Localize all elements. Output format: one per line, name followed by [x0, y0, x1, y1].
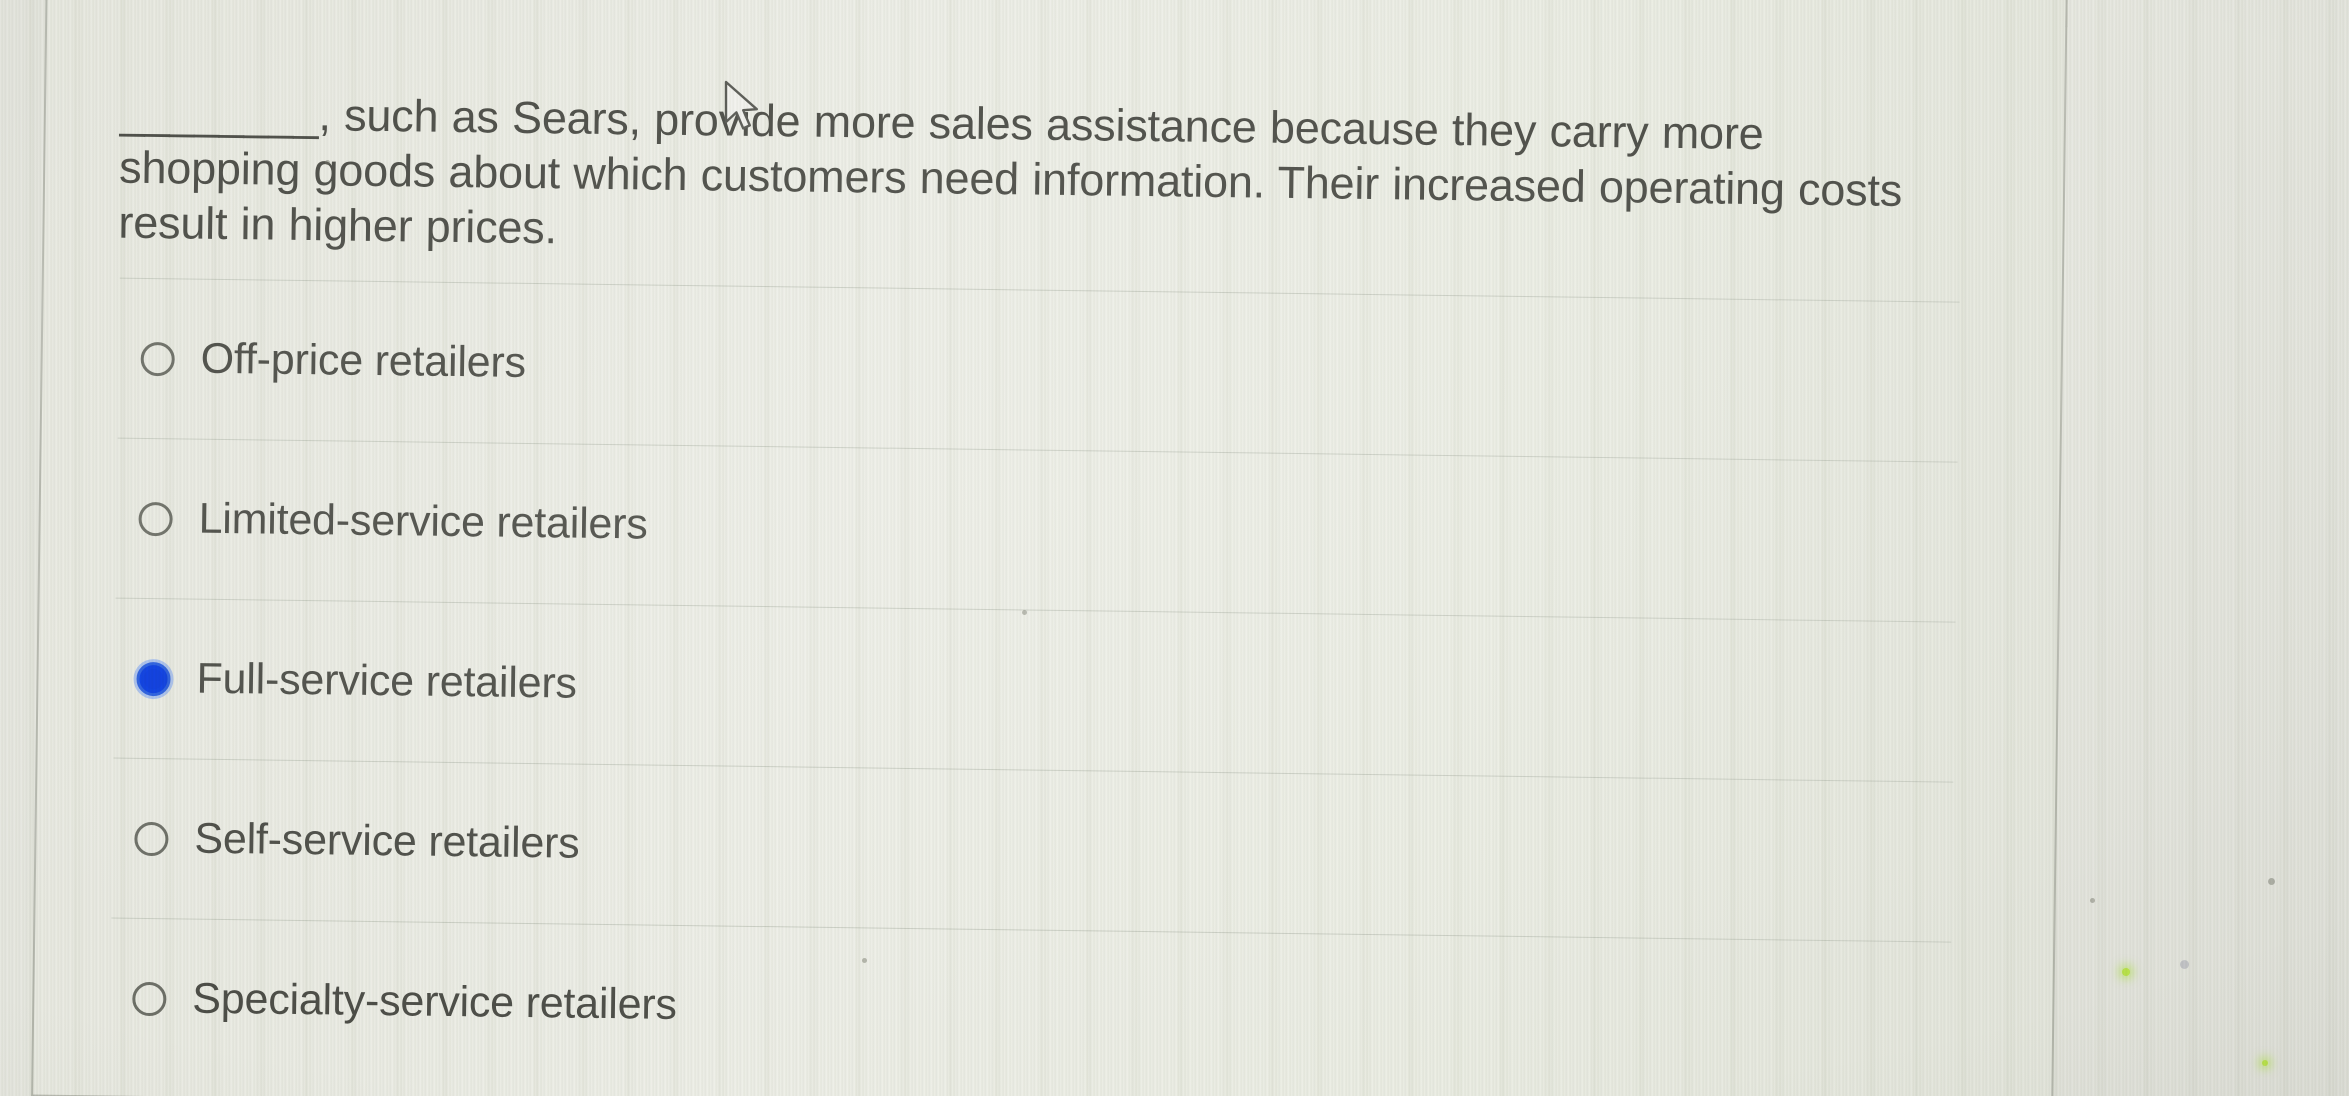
- dust-speck: [2268, 878, 2275, 885]
- answer-option-off-price-retailers[interactable]: Off-price retailers: [117, 277, 1960, 462]
- radio-button-icon[interactable]: [134, 821, 169, 856]
- answer-option-limited-service-retailers[interactable]: Limited-service retailers: [115, 437, 1958, 622]
- answer-option-label: Specialty-service retailers: [192, 974, 678, 1029]
- screen-glow-speck: [2122, 968, 2130, 976]
- radio-button-icon[interactable]: [132, 981, 167, 1016]
- radio-button-icon[interactable]: [138, 501, 173, 536]
- radio-button-selected-icon[interactable]: [136, 661, 171, 696]
- answer-option-label: Off-price retailers: [200, 334, 527, 387]
- question-stem: ________, such as Sears, provide more sa…: [118, 86, 1903, 254]
- answer-option-self-service-retailers[interactable]: Self-service retailers: [111, 757, 1954, 942]
- answer-option-full-service-retailers[interactable]: Full-service retailers: [113, 597, 1956, 782]
- answer-option-label: Self-service retailers: [194, 814, 580, 868]
- answer-option-label: Full-service retailers: [196, 654, 578, 708]
- radio-button-icon[interactable]: [140, 341, 175, 376]
- screen-glow-speck: [2262, 1060, 2268, 1066]
- dust-speck: [2180, 960, 2189, 969]
- dust-speck: [862, 958, 867, 963]
- answer-options-list: Off-price retailers Limited-service reta…: [109, 277, 1960, 1096]
- answer-option-specialty-service-retailers[interactable]: Specialty-service retailers: [109, 917, 1952, 1096]
- dust-speck: [1022, 610, 1027, 615]
- question-card: ________, such as Sears, provide more sa…: [31, 0, 2068, 1096]
- dust-speck: [325, 160, 330, 165]
- dust-speck: [2090, 898, 2095, 903]
- answer-option-label: Limited-service retailers: [198, 494, 648, 549]
- question-card-wrapper: 2 pts ________, such as Sears, provide m…: [0, 0, 2100, 1096]
